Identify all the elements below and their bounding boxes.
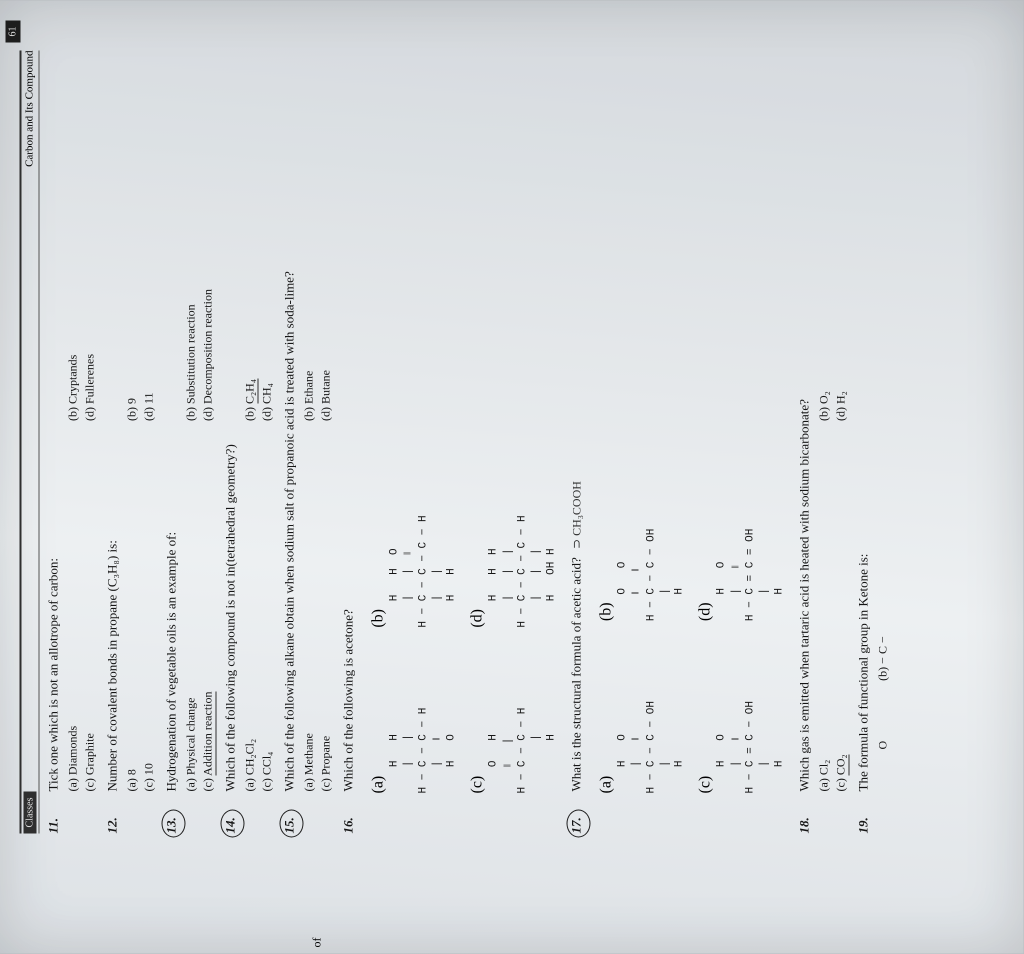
qnum: 12.: [105, 792, 121, 834]
qnum: 14.: [223, 792, 239, 834]
question-11: 11. Tick one which is not an allotrope o…: [46, 51, 99, 834]
opt-d: (d) 11: [141, 51, 158, 422]
worksheet-page: 61 Classes Carbon and Its Compound 11. T…: [0, 1, 1024, 954]
opt-a: (a) Diamonds: [65, 421, 82, 792]
opt-a: (a) Cl₂: [815, 421, 832, 792]
qnum: 17.: [568, 792, 584, 834]
opt-d: (d) Fullerenes: [82, 51, 99, 422]
opt-a: (a) CH₂Cl₂: [242, 421, 259, 792]
qcontent: Tick one which is not an allotrope of ca…: [46, 51, 99, 792]
struct-c: (c) O H ‖ | H − C − C − H | H: [469, 708, 558, 794]
options: O (b) − C −: [874, 51, 891, 750]
structures-row-3: (a) H O | ‖ H − C − C − OH | H (b) O O ‖…: [597, 51, 686, 794]
options: (a) 8 (b) 9 (c) 10 (d) 11: [124, 51, 158, 792]
opt-frag-a: O: [874, 741, 891, 750]
opt-b: (b) Ethane: [301, 51, 318, 422]
options: (a) Cl₂ (b) O₂ (c) CO₂ (d) H₂: [815, 51, 849, 792]
opt-b: (b) 9: [124, 51, 141, 422]
opt-d: (d) H₂: [832, 51, 849, 422]
qtext: The formula of functional group in Keton…: [855, 51, 871, 792]
opt-d: (d) Decomposition reaction: [200, 51, 217, 422]
structures-row-4: (c) H O | ‖ H − C = C − OH | H (d) H O |…: [697, 51, 786, 794]
opt-d: (d) Butane: [318, 51, 335, 422]
opt-a: (a) 8: [124, 421, 141, 792]
question-12: 12. Number of covalent bonds in propane …: [105, 51, 158, 834]
qtext: Which of the following is acetone?: [341, 51, 357, 792]
opt-d: (d) CH₄: [259, 51, 276, 422]
handwritten-note: ⊃ CH₃COOH: [569, 481, 583, 549]
qnum: 13.: [164, 792, 180, 834]
question-17: 17. What is the structural formula of ac…: [568, 51, 587, 834]
qnum: 16.: [341, 792, 357, 834]
qtext: Number of covalent bonds in propane (C₃H…: [105, 51, 121, 792]
qtext: Which gas is emitted when tartaric acid …: [796, 51, 812, 792]
opt-c: (c) CO₂: [832, 421, 849, 792]
qnum: 11.: [46, 792, 62, 834]
options: (a) CH₂Cl₂ (b) C₂H₄ (c) CCl₄ (d) CH₄: [242, 51, 276, 792]
struct-a: (a) H O | ‖ H − C − C − OH | H: [597, 701, 686, 793]
struct-a: (a) H H | | H − C − C − H | ‖ H O: [370, 708, 459, 794]
qtext: What is the structural formula of acetic…: [568, 51, 584, 792]
structures-row-1: (a) H H | | H − C − C − H | ‖ H O (b) H …: [370, 51, 459, 794]
structures-row-2: (c) O H ‖ | H − C − C − H | H (d) H H H …: [469, 51, 558, 794]
qcontent: Which gas is emitted when tartaric acid …: [796, 51, 849, 792]
header-tab: Classes: [24, 792, 37, 834]
margin-of-label: of: [310, 938, 325, 948]
qnum: 15.: [282, 792, 298, 834]
qnum: 19.: [855, 792, 871, 834]
question-19: 19. The formula of functional group in K…: [855, 51, 891, 834]
question-14: 14. Which of the following compound is n…: [223, 51, 276, 834]
qcontent: Hydrogenation of vegetable oils is an ex…: [164, 51, 217, 792]
struct-c: (c) H O | ‖ H − C = C − OH | H: [697, 701, 786, 793]
opt-b: (b) O₂: [815, 51, 832, 422]
options: (a) Methane (b) Ethane (c) Propane (d) B…: [301, 51, 335, 792]
struct-d: (d) H O | ‖ H − C = C = OH | H: [697, 529, 786, 621]
opt-c: (c) 10: [141, 421, 158, 792]
qtext: Which of the following compound is not i…: [223, 51, 239, 792]
opt-c: (c) Graphite: [82, 421, 99, 792]
opt-b: (b) Cryptands: [65, 51, 82, 422]
qcontent: The formula of functional group in Keton…: [855, 51, 891, 792]
qcontent: Number of covalent bonds in propane (C₃H…: [105, 51, 158, 792]
opt-c: (c) Addition reaction: [200, 421, 217, 792]
opt-frag-b: (b) − C −: [874, 636, 891, 681]
question-15: 15. Which of the following alkane obtain…: [282, 51, 335, 834]
qcontent: Which of the following compound is not i…: [223, 51, 276, 792]
opt-c: (c) CCl₄: [259, 421, 276, 792]
opt-c: (c) Propane: [318, 421, 335, 792]
qtext: Which of the following alkane obtain whe…: [282, 51, 298, 792]
options: (a) Physical change (b) Substitution rea…: [183, 51, 217, 792]
opt-b: (b) Substitution reaction: [183, 51, 200, 422]
struct-d: (d) H H H | | | H − C − C − C − H | | | …: [469, 515, 558, 627]
question-18: 18. Which gas is emitted when tartaric a…: [796, 51, 849, 834]
struct-b: (b) H H O | | ‖ H − C − C − C − H | | H …: [370, 515, 459, 627]
qcontent: Which of the following is acetone?: [341, 51, 360, 792]
opt-a: (a) Methane: [301, 421, 318, 792]
page-number-badge: 61: [6, 21, 21, 43]
qtext: Tick one which is not an allotrope of ca…: [46, 51, 62, 792]
question-16: 16. Which of the following is acetone?: [341, 51, 360, 834]
opt-b: (b) C₂H₄: [242, 51, 259, 422]
header-title: Carbon and Its Compound: [24, 51, 37, 167]
page-header: Classes Carbon and Its Compound: [20, 51, 40, 834]
question-13: 13. Hydrogenation of vegetable oils is a…: [164, 51, 217, 834]
qnum: 18.: [796, 792, 812, 834]
options: (a) Diamonds (b) Cryptands (c) Graphite …: [65, 51, 99, 792]
opt-a: (a) Physical change: [183, 421, 200, 792]
qcontent: Which of the following alkane obtain whe…: [282, 51, 335, 792]
struct-b: (b) O O ‖ ‖ H − C − C − OH | H: [597, 529, 686, 621]
qcontent: What is the structural formula of acetic…: [568, 51, 587, 792]
qtext: Hydrogenation of vegetable oils is an ex…: [164, 51, 180, 792]
